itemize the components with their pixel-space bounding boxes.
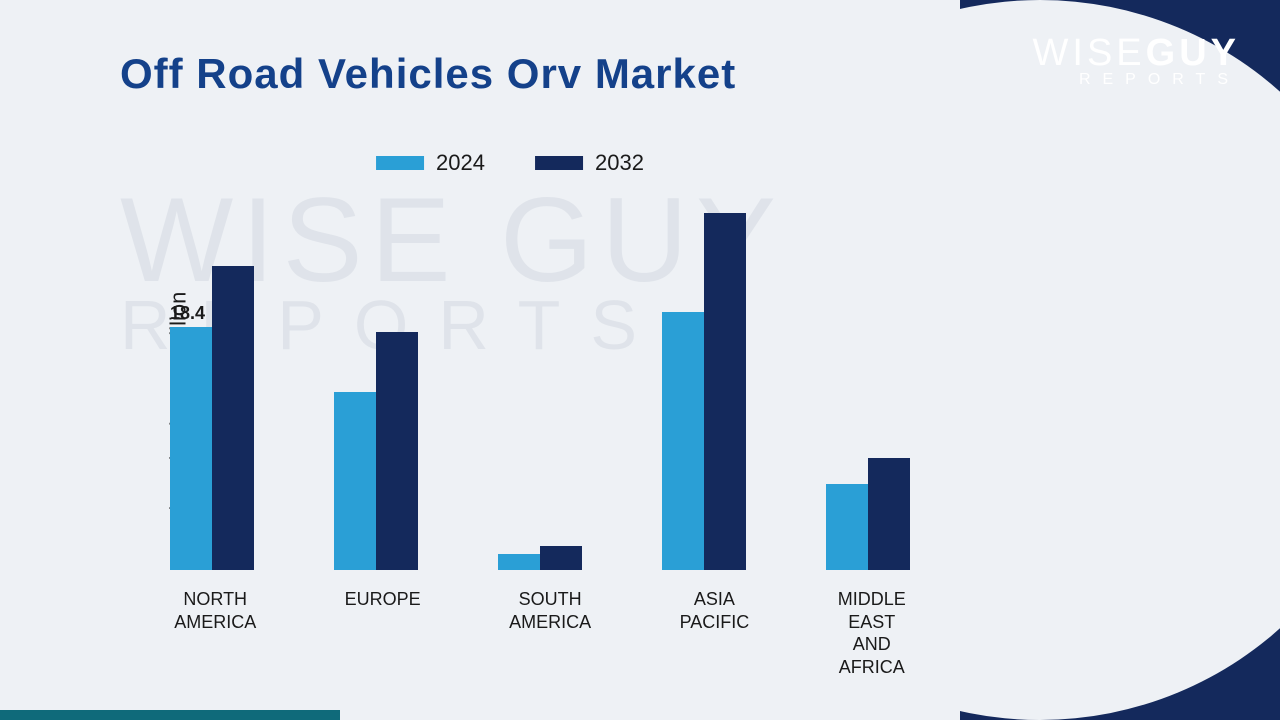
brand-line1: WISEGUY (1033, 32, 1240, 75)
legend-item-2024: 2024 (376, 150, 485, 176)
bar-groups: 18.4 (130, 200, 950, 570)
bar-2024 (334, 392, 376, 570)
brand-logo: WISEGUY REPORTS (1033, 32, 1240, 89)
bar-2032 (868, 458, 910, 570)
x-axis-label: ASIAPACIFIC (680, 580, 750, 690)
bar-2032 (540, 546, 582, 570)
bar-group (498, 546, 582, 570)
legend-swatch-2024 (376, 156, 424, 170)
x-axis-label: MIDDLEEASTANDAFRICA (838, 580, 906, 690)
bar-2032 (376, 332, 418, 570)
chart-title: Off Road Vehicles Orv Market (120, 50, 736, 98)
bar-2024 (826, 484, 868, 570)
bar-group (334, 332, 418, 570)
bar-2032 (212, 266, 254, 570)
bar-group (826, 458, 910, 570)
plot-area: 18.4 (130, 200, 950, 570)
legend-label-2032: 2032 (595, 150, 644, 176)
legend-swatch-2032 (535, 156, 583, 170)
right-panel (960, 0, 1280, 720)
x-axis-labels: NORTHAMERICA EUROPE SOUTHAMERICA ASIAPACIFI… (130, 580, 950, 690)
bar-value-label: 18.4 (170, 303, 205, 324)
brand-guy: GUY (1146, 32, 1240, 74)
x-axis-label: NORTHAMERICA (174, 580, 256, 690)
bar-2024: 18.4 (170, 327, 212, 570)
legend-item-2032: 2032 (535, 150, 644, 176)
x-axis-label: EUROPE (345, 580, 421, 690)
brand-wise: WISE (1033, 32, 1146, 74)
legend-label-2024: 2024 (436, 150, 485, 176)
bar-group: 18.4 (170, 266, 254, 570)
x-axis-label: SOUTHAMERICA (509, 580, 591, 690)
page-root: Off Road Vehicles Orv Market WISEGUY REP… (0, 0, 1280, 720)
bottom-accent-bar (0, 710, 340, 720)
bar-2032 (704, 213, 746, 570)
bar-chart: Market Size in USD Billion 2024 2032 18.… (70, 150, 950, 690)
bar-2024 (662, 312, 704, 570)
bar-group (662, 213, 746, 570)
legend: 2024 2032 (376, 150, 644, 176)
bar-2024 (498, 554, 540, 570)
